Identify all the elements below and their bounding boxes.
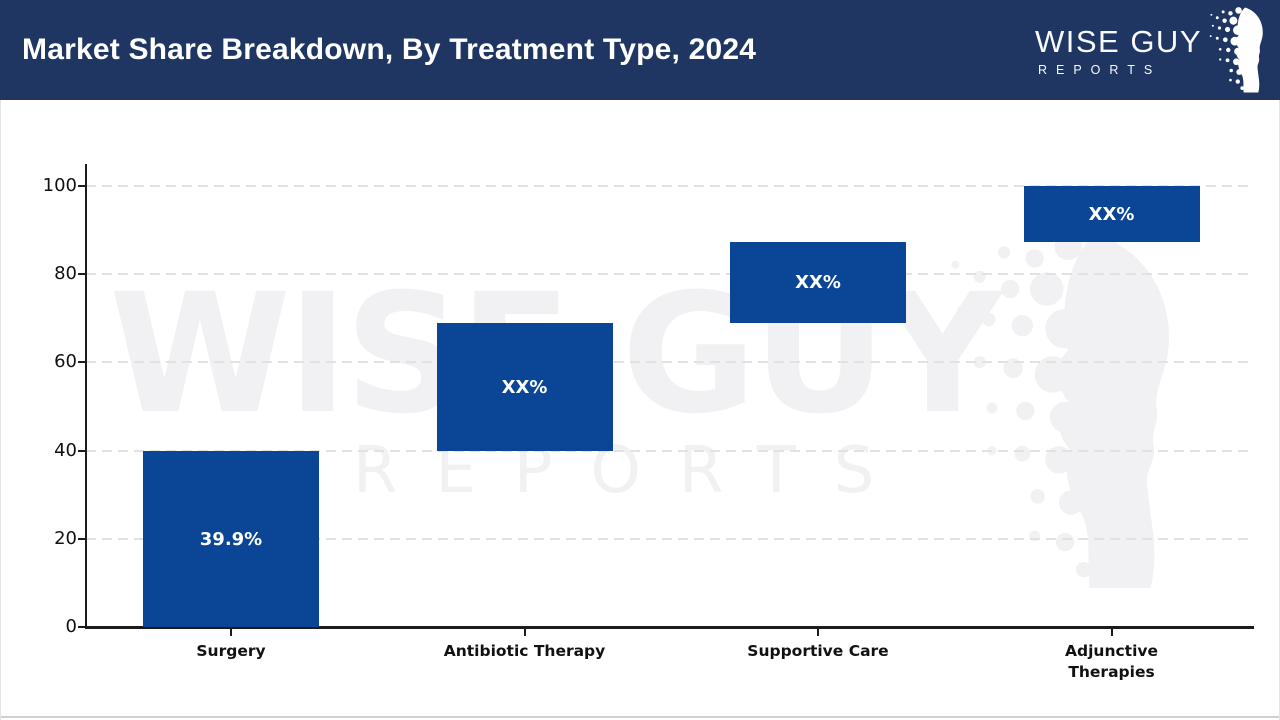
y-tick-mark-40	[78, 449, 85, 452]
y-tick-label-40: 40	[54, 439, 77, 461]
x-axis-label-surgery: Surgery	[196, 642, 266, 660]
x-axis-label-supportive-care: Supportive Care	[747, 642, 889, 660]
x-axis-label-adjunctive-therapies: Adjunctive Therapies	[1065, 642, 1158, 681]
y-tick-mark-60	[78, 361, 85, 364]
wiseguy-logo: WISE GUY REPORTS	[1035, 6, 1266, 94]
gridline-80	[86, 273, 1254, 276]
x-tick-mark-adjunctive-therapies	[1110, 629, 1113, 636]
y-tick-label-20: 20	[54, 527, 77, 549]
x-axis-spine	[85, 626, 1254, 629]
x-tick-mark-surgery	[230, 629, 232, 636]
logo-text: WISE GUY REPORTS	[1035, 24, 1202, 77]
bar-antibiotic-therapy: XX%	[436, 323, 613, 452]
header: Market Share Breakdown, By Treatment Typ…	[0, 0, 1280, 100]
x-tick-mark-antibiotic-therapy	[523, 629, 526, 636]
watermark-face-icon	[948, 232, 1170, 588]
logo-subtitle: REPORTS	[1037, 62, 1162, 77]
wiseguy-face-icon	[1209, 7, 1263, 93]
bar-value-label-antibiotic-therapy: XX%	[501, 376, 548, 398]
y-tick-mark-0	[78, 626, 85, 628]
bar-value-label-supportive-care: XX%	[795, 272, 841, 294]
bar-value-label-adjunctive-therapies: XX%	[1088, 203, 1135, 225]
bar-value-label-surgery: 39.9%	[199, 528, 263, 550]
y-tick-mark-20	[78, 537, 85, 540]
waterfall-chart: 0 20 40 60 80 100 39.9% Surgery XX% Antibiotic Th…	[1, 100, 1279, 720]
y-axis-spine	[85, 164, 87, 629]
y-tick-label-80: 80	[54, 263, 77, 285]
y-tick-label-0: 0	[65, 616, 77, 637]
bar-surgery: 39.9%	[143, 451, 319, 627]
x-tick-mark-supportive-care	[817, 629, 819, 636]
y-tick-label-60: 60	[54, 351, 77, 373]
bar-adjunctive-therapies: XX%	[1023, 186, 1200, 242]
footer-divider	[1, 716, 1279, 718]
y-tick-mark-100	[78, 185, 85, 187]
bar-supportive-care: XX%	[730, 242, 906, 324]
gridline-60	[86, 361, 1254, 364]
y-tick-mark-80	[78, 273, 85, 276]
page-title: Market Share Breakdown, By Treatment Typ…	[22, 33, 757, 66]
logo-wordmark: WISE GUY	[1034, 23, 1202, 59]
y-tick-label-100: 100	[42, 175, 77, 196]
chart-canvas: WISE GUY REPORTS 0 20 40 60 80 100 39.9% Surger…	[0, 100, 1280, 720]
gridline-40	[86, 449, 1254, 452]
gridline-100	[86, 185, 1254, 187]
gridline-20	[86, 537, 1254, 540]
x-axis-label-antibiotic-therapy: Antibiotic Therapy	[443, 642, 606, 660]
